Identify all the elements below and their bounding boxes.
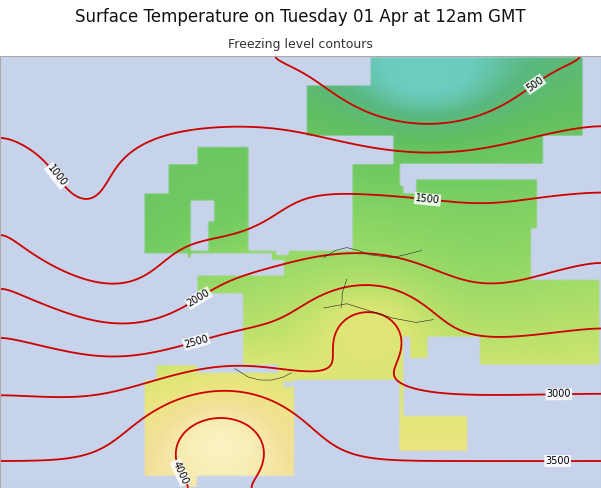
Text: Surface Temperature on Tuesday 01 Apr at 12am GMT: Surface Temperature on Tuesday 01 Apr at… [75, 8, 526, 26]
Text: 1000: 1000 [45, 163, 68, 189]
Text: 2500: 2500 [183, 333, 210, 350]
Text: 500: 500 [524, 75, 545, 94]
Text: 3500: 3500 [545, 456, 570, 466]
Text: 4000: 4000 [171, 459, 191, 486]
Bar [0, 56, 601, 488]
Text: Freezing level contours: Freezing level contours [228, 39, 373, 51]
Text: 1500: 1500 [415, 193, 441, 205]
Text: 3000: 3000 [546, 389, 571, 399]
Text: 2000: 2000 [186, 287, 212, 309]
